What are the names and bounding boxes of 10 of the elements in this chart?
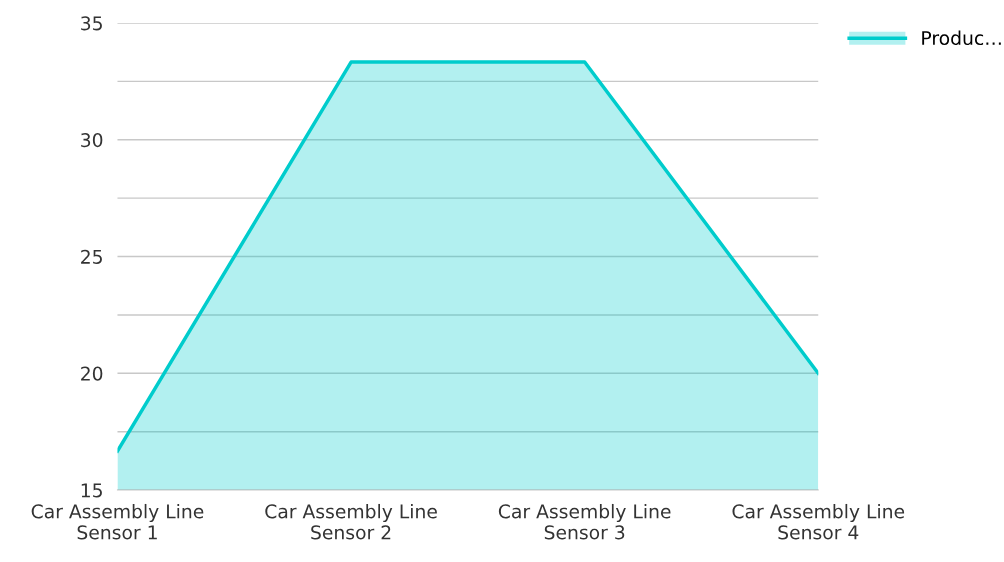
y-tick-label: 15 bbox=[81, 483, 102, 498]
y-tick-label: 30 bbox=[81, 133, 103, 148]
x-tick-label: Car Assembly Line Sensor 4 bbox=[732, 503, 905, 540]
legend-label: Produc… bbox=[922, 30, 1001, 46]
y-tick-label: 35 bbox=[81, 16, 102, 31]
x-tick-label: Car Assembly Line Sensor 1 bbox=[31, 503, 204, 540]
x-tick-label: Car Assembly Line Sensor 2 bbox=[265, 503, 437, 540]
y-tick-label: 20 bbox=[81, 366, 103, 381]
x-tick-label: Car Assembly Line Sensor 3 bbox=[498, 503, 671, 540]
y-tick-label: 25 bbox=[81, 249, 102, 264]
